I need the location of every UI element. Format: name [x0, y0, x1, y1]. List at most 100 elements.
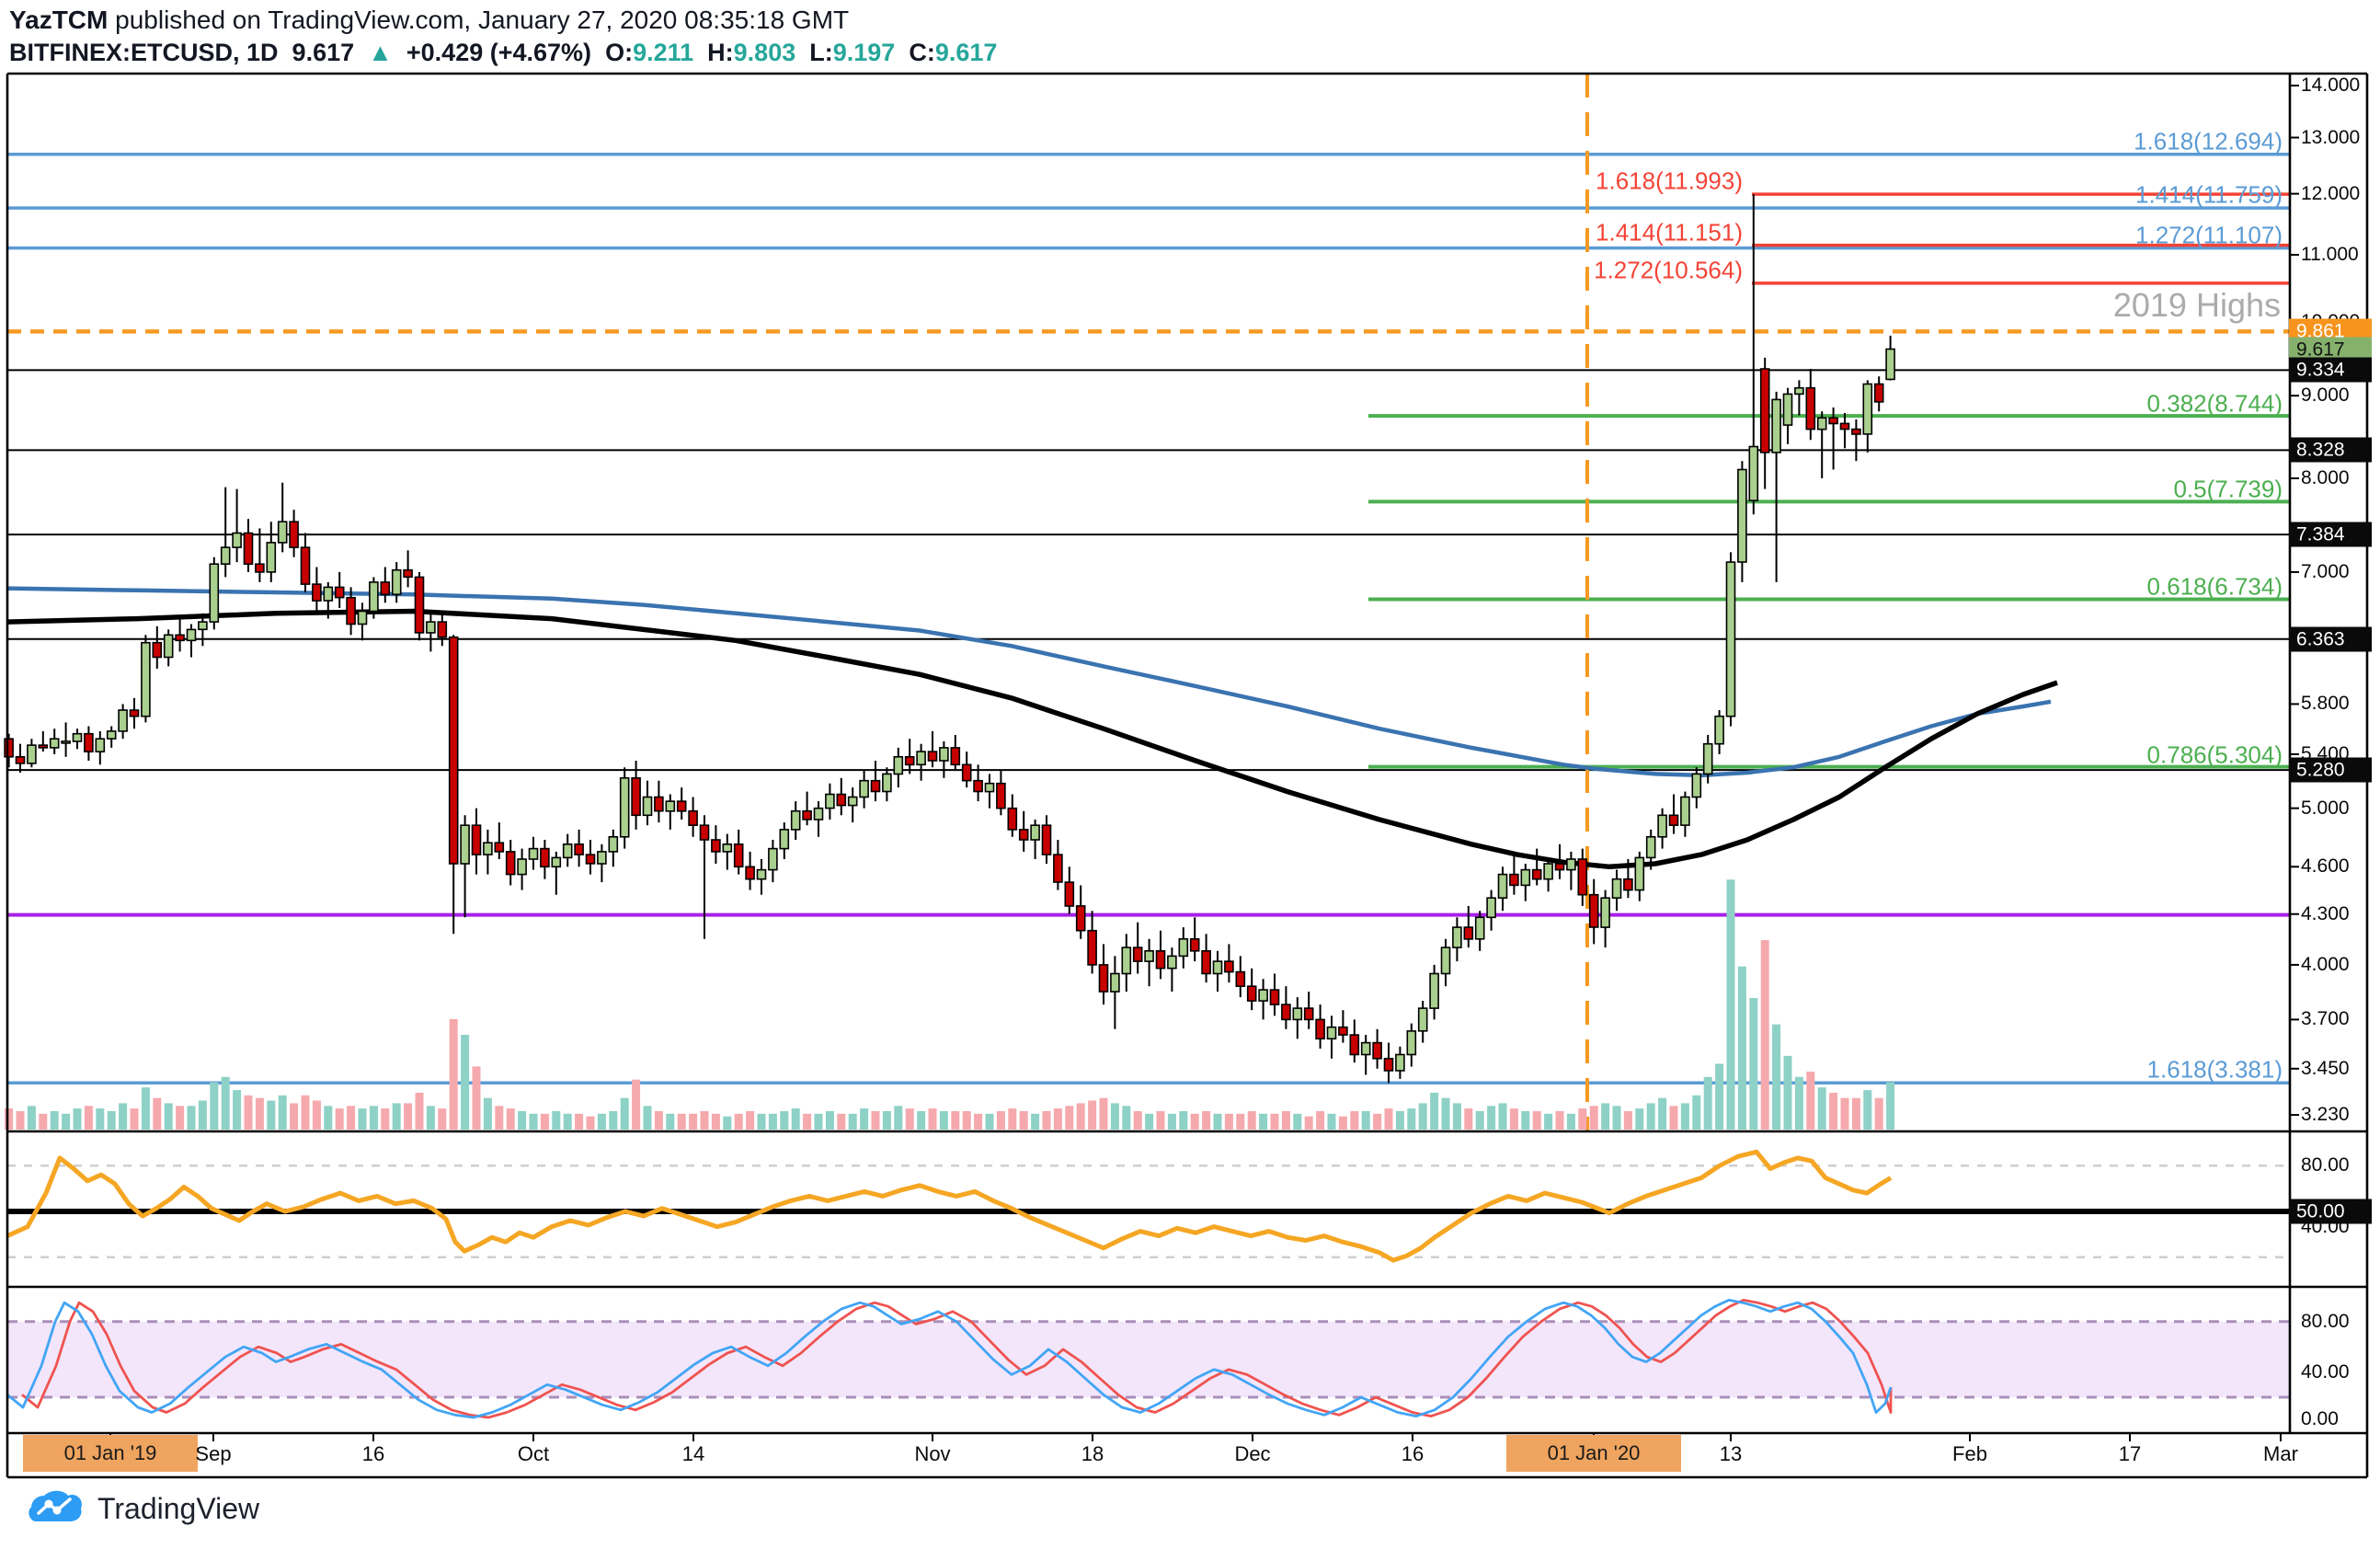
volume-bar: [347, 1106, 356, 1130]
price-axis-label[interactable]: 8.000: [2301, 467, 2350, 489]
volume-bar: [882, 1111, 891, 1130]
volume-bar: [392, 1103, 401, 1130]
price-axis-label[interactable]: 3.450: [2301, 1057, 2350, 1079]
volume-bar: [141, 1087, 150, 1130]
time-axis-label[interactable]: Mar: [2263, 1442, 2298, 1465]
stoch-axis-label[interactable]: 0.00: [2301, 1408, 2339, 1429]
price-axis-label[interactable]: 3.700: [2301, 1008, 2350, 1030]
candle-body: [1417, 1007, 1428, 1032]
candle-body: [163, 634, 174, 659]
rsi-line: [6, 1149, 1893, 1263]
volume-bar: [483, 1097, 492, 1130]
volume-bar: [518, 1111, 527, 1130]
time-axis-label[interactable]: 16: [361, 1442, 385, 1465]
volume-bar: [575, 1113, 584, 1130]
candle-body: [574, 843, 584, 855]
candle-body: [437, 621, 448, 638]
candle-body: [61, 740, 71, 744]
volume-bar: [643, 1106, 652, 1130]
open-label: O:: [605, 39, 634, 66]
candle-body: [1144, 950, 1154, 962]
volume-bar: [1395, 1111, 1404, 1130]
high-label: H:: [707, 39, 734, 66]
candle-body: [1805, 386, 1816, 430]
volume-bar: [1829, 1093, 1838, 1130]
volume-bar: [1487, 1106, 1496, 1130]
volume-bar: [1338, 1116, 1347, 1130]
candle-body: [1098, 964, 1109, 993]
candle-body: [847, 796, 858, 807]
time-axis-label[interactable]: 14: [681, 1442, 705, 1465]
volume-bar: [905, 1108, 914, 1130]
volume-bar: [540, 1113, 549, 1130]
candle-body: [619, 776, 630, 838]
time-axis-label[interactable]: 16: [1401, 1442, 1425, 1465]
symbol-title[interactable]: BITFINEX:ETCUSD, 1D: [9, 39, 279, 66]
stoch-axis-label[interactable]: 80.00: [2301, 1311, 2350, 1332]
low-label: L:: [809, 39, 833, 66]
time-axis-label[interactable]: 18: [1081, 1442, 1104, 1465]
candle-body: [642, 796, 653, 817]
price-axis-label[interactable]: 4.000: [2301, 953, 2350, 975]
price-axis-label[interactable]: 11.000: [2301, 244, 2359, 266]
time-axis-label[interactable]: 13: [1719, 1442, 1743, 1465]
time-axis-label[interactable]: Dec: [1234, 1442, 1271, 1465]
price-axis-label[interactable]: 13.000: [2301, 126, 2361, 148]
candle-body: [1748, 445, 1759, 502]
tradingview-logo[interactable]: TradingView: [28, 1488, 259, 1529]
volume-bar: [1430, 1093, 1439, 1130]
time-axis-label[interactable]: Nov: [914, 1442, 951, 1465]
volume-bar: [153, 1097, 162, 1130]
candle-body: [1600, 897, 1610, 928]
candle-body: [494, 842, 505, 853]
rsi-axis-label[interactable]: 80.00: [2301, 1154, 2350, 1176]
price-axis-label[interactable]: 12.000: [2301, 182, 2361, 204]
price-axis-label[interactable]: 9.000: [2301, 384, 2350, 407]
candle-body: [1862, 383, 1873, 435]
volume-bar: [780, 1111, 789, 1130]
candle-body: [950, 747, 961, 766]
time-axis-label[interactable]: 17: [2118, 1442, 2142, 1465]
time-axis-label[interactable]: Feb: [1952, 1442, 1987, 1465]
candle-body: [414, 576, 425, 634]
time-axis-label[interactable]: Sep: [195, 1442, 232, 1465]
candle-body: [813, 807, 824, 820]
candle-body: [1315, 1018, 1325, 1040]
volume-bar: [1190, 1113, 1199, 1130]
stoch-axis-label[interactable]: 40.00: [2301, 1361, 2350, 1383]
volume-bar: [233, 1090, 242, 1130]
symbol-ohlc-bar: BITFINEX:ETCUSD, 1D 9.617 ▲ +0.429 (+4.6…: [9, 39, 997, 67]
candle-body: [1566, 858, 1576, 871]
volume-bar: [1304, 1116, 1313, 1130]
candle-body: [266, 542, 277, 573]
volume-bar: [1658, 1097, 1667, 1130]
volume-bar: [1293, 1113, 1302, 1130]
candle-body: [49, 738, 60, 749]
volume-bar: [700, 1111, 709, 1130]
volume-bar: [711, 1113, 720, 1130]
volume-bar: [495, 1106, 504, 1130]
volume-bar: [130, 1108, 139, 1130]
price-axis-label[interactable]: 3.230: [2301, 1104, 2350, 1126]
volume-bar: [16, 1111, 25, 1130]
last-price: 9.617: [292, 39, 355, 66]
price-axis-label[interactable]: 5.000: [2301, 797, 2350, 819]
price-badge: 6.363: [2289, 626, 2372, 652]
volume-bar: [244, 1095, 253, 1130]
candle-body: [1554, 863, 1565, 871]
price-axis-label[interactable]: 14.000: [2301, 75, 2361, 96]
rsi-axis-label[interactable]: 40.00: [2301, 1216, 2350, 1237]
time-axis-label[interactable]: Oct: [517, 1442, 550, 1465]
price-axis-label[interactable]: 5.800: [2301, 693, 2350, 715]
volume-bar: [312, 1100, 321, 1130]
candle-body: [391, 568, 402, 596]
price-axis-label[interactable]: 4.300: [2301, 902, 2350, 924]
candle-body: [631, 776, 641, 817]
price-axis-label[interactable]: 4.600: [2301, 855, 2350, 878]
volume-bar: [1863, 1090, 1872, 1130]
price-axis-label[interactable]: 7.000: [2301, 560, 2350, 582]
volume-bar: [426, 1106, 435, 1130]
candle-body: [688, 809, 698, 827]
volume-bar: [1737, 966, 1746, 1130]
